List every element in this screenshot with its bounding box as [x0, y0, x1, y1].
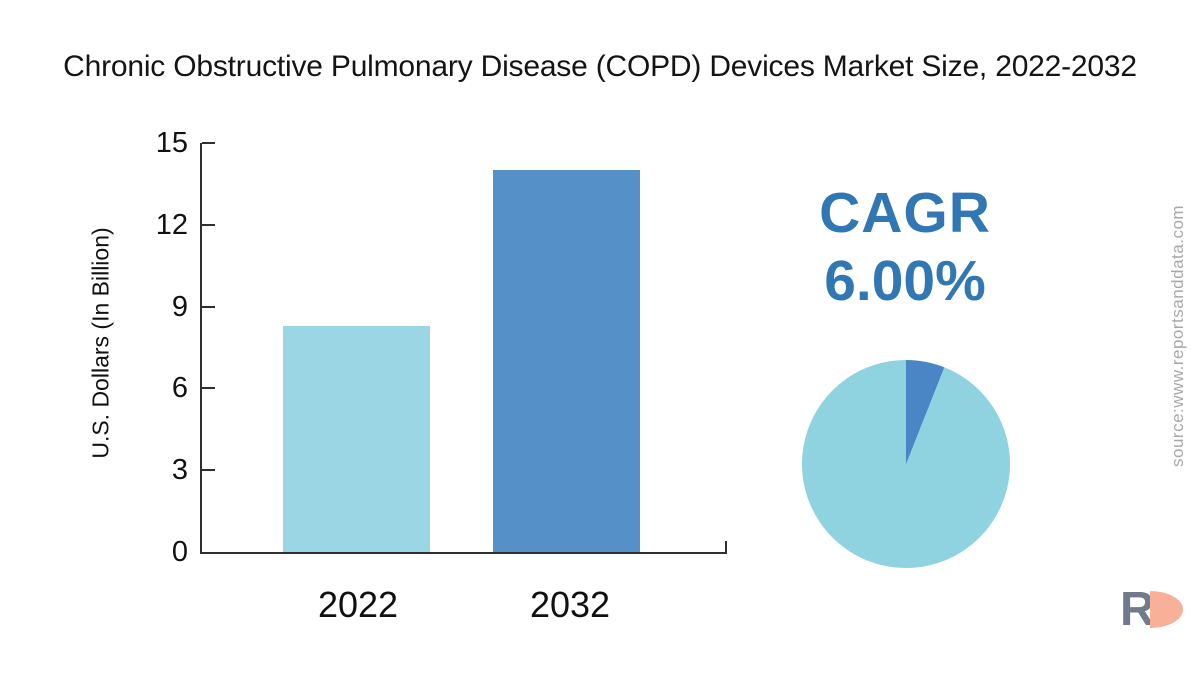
- y-tick-label: 9: [171, 290, 188, 323]
- plot-area: [200, 142, 727, 554]
- source-note: source:www.reportsanddata.com: [1168, 204, 1187, 468]
- x-axis-end-tick: [725, 541, 727, 552]
- y-axis-line: [200, 143, 202, 554]
- y-tick-label: 6: [171, 372, 188, 405]
- x-axis-line: [200, 552, 727, 554]
- y-tick-label: 3: [171, 454, 188, 487]
- logo-d-shape-icon: [1149, 591, 1183, 628]
- y-tick-label: 12: [155, 208, 188, 241]
- y-tick-mark: [202, 469, 215, 472]
- cagr-value: 6.00%: [824, 249, 986, 313]
- bar-2022: [283, 326, 430, 552]
- y-tick-mark: [202, 223, 215, 226]
- y-tick-label: 0: [171, 536, 188, 568]
- cagr-label: CAGR: [819, 181, 991, 245]
- chart-title: Chronic Obstructive Pulmonary Disease (C…: [63, 50, 1137, 83]
- bar-2032: [493, 170, 640, 552]
- pie-chart: [802, 360, 1010, 568]
- y-tick-mark: [202, 387, 215, 390]
- cagr-annotation: CAGR 6.00%: [788, 182, 1022, 318]
- reports-and-data-logo: R: [1120, 583, 1183, 636]
- y-tick-mark: [202, 305, 215, 308]
- y-tick-label: 15: [155, 127, 188, 159]
- x-tick-label-2022: 2022: [317, 584, 399, 625]
- y-tick-mark: [202, 142, 215, 144]
- x-tick-label-2032: 2032: [529, 584, 611, 625]
- y-axis-title: U.S. Dollars (In Billion): [87, 227, 114, 459]
- logo-letter-r: R: [1120, 583, 1155, 636]
